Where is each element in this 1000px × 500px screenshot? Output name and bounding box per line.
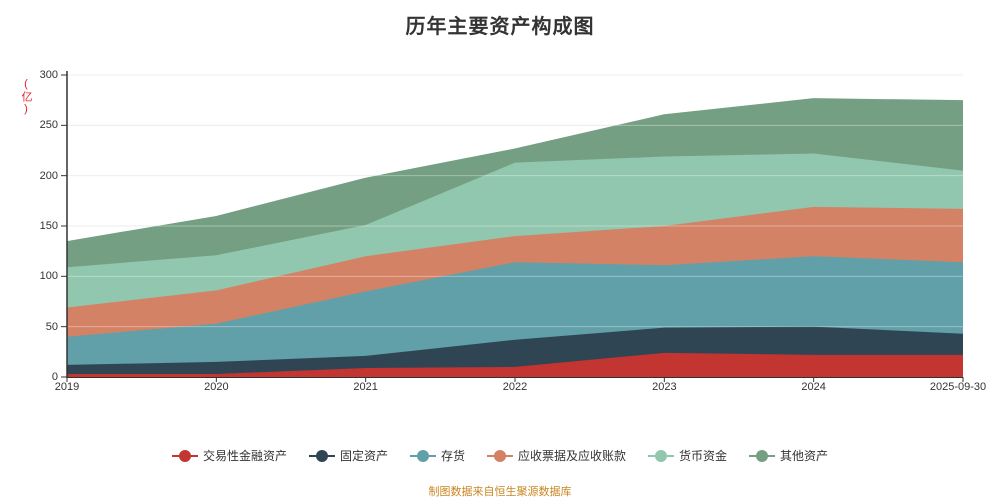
legend-item-2[interactable]: 存货 xyxy=(409,447,465,464)
x-axis-tick-label: 2023 xyxy=(652,381,677,393)
legend-item-label: 货币资金 xyxy=(679,449,728,463)
x-axis-tick-label: 2024 xyxy=(801,381,826,393)
legend-item-1[interactable]: 固定资产 xyxy=(308,447,388,464)
legend-item-label: 固定资产 xyxy=(339,449,388,463)
legend-item-4[interactable]: 货币资金 xyxy=(648,447,727,464)
y-axis-tick-label: 250 xyxy=(39,119,58,132)
legend-item-5[interactable]: 其他资产 xyxy=(749,447,828,464)
legend-item-label: 应收票据及应收账款 xyxy=(518,449,627,463)
y-axis-unit-label: (亿) xyxy=(20,78,32,116)
legend-line-dot-icon xyxy=(171,449,198,462)
x-axis-tick-label: 2019 xyxy=(54,381,80,393)
area-series-0 xyxy=(67,352,963,377)
area-series-3 xyxy=(67,206,963,337)
legend-item-label: 存货 xyxy=(440,449,465,463)
legend-item-3[interactable]: 应收票据及应收账款 xyxy=(487,447,626,464)
area-series-4 xyxy=(67,153,963,308)
legend-item-label: 交易性金融资产 xyxy=(202,449,287,463)
x-axis-tick-label: 2020 xyxy=(204,381,229,393)
y-axis-tick-label: 300 xyxy=(39,69,58,81)
area-series-2 xyxy=(67,256,963,365)
chart-title: 历年主要资产构成图 xyxy=(405,16,595,38)
legend-line-dot-icon xyxy=(409,449,436,462)
y-axis-tick-label: 0 xyxy=(51,371,58,383)
chart-legend: 交易性金融资产 固定资产 存货 应收票据及应收账款 货币资金 其他资产 xyxy=(0,447,1000,464)
legend-line-dot-icon xyxy=(308,449,335,462)
x-axis-tick-label: 2022 xyxy=(502,381,528,393)
area-series-1 xyxy=(67,326,963,374)
legend-line-dot-icon xyxy=(487,449,513,462)
legend-line-dot-icon xyxy=(749,449,776,462)
y-axis-tick-label: 100 xyxy=(39,270,58,283)
legend-item-label: 其他资产 xyxy=(780,449,829,463)
series-line-5 xyxy=(66,98,964,244)
x-axis-tick-label: 2025-09-30 xyxy=(929,381,987,393)
y-axis-tick-label: 50 xyxy=(45,320,58,333)
legend-item-0[interactable]: 交易性金融资产 xyxy=(171,447,287,464)
legend-line-dot-icon xyxy=(648,449,675,462)
data-source-note: 制图数据来自恒生聚源数据库 xyxy=(428,486,572,498)
area-series-5 xyxy=(67,99,963,268)
x-axis-tick-label: 2021 xyxy=(353,381,378,393)
y-axis-tick-label: 200 xyxy=(39,169,58,182)
y-axis-tick-label: 150 xyxy=(39,220,58,232)
